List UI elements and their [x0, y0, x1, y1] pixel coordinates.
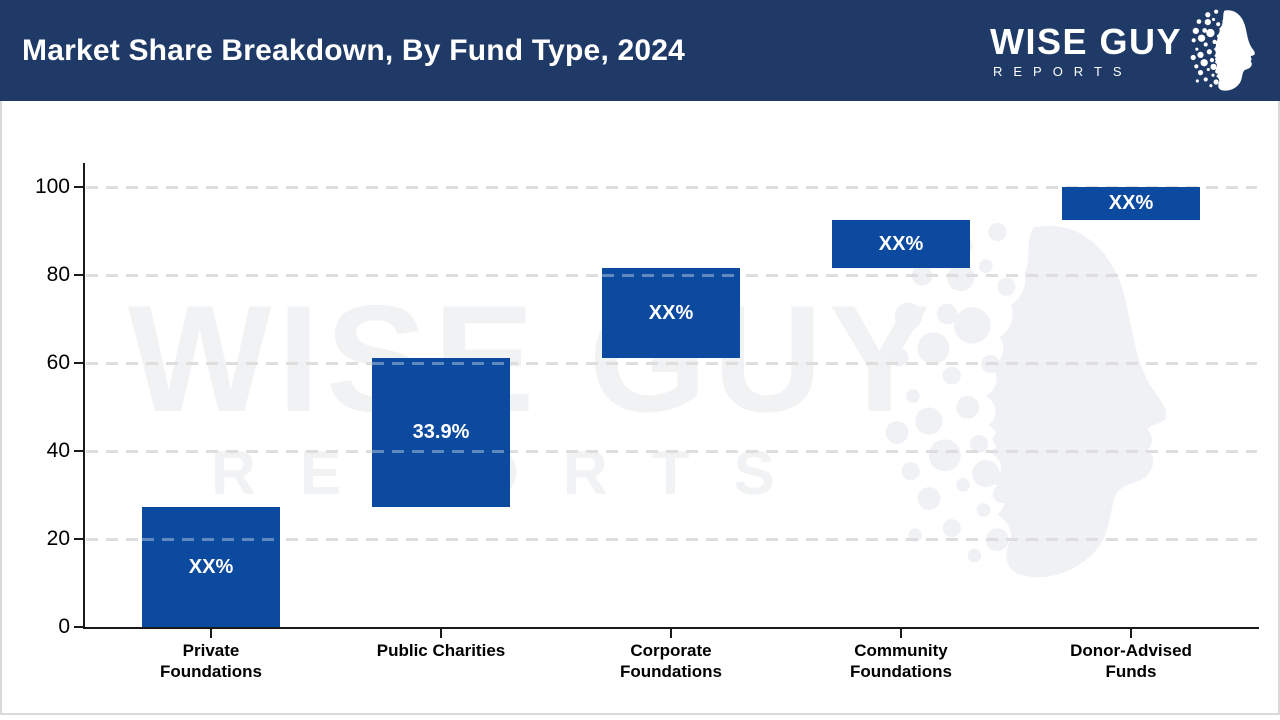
gridline-100: [86, 186, 1257, 189]
bar-donor-advised-funds: XX%: [1062, 187, 1200, 221]
y-tick-label-80: 80: [46, 263, 70, 286]
x-tick-3: [900, 629, 902, 638]
y-tick-40: [74, 450, 83, 452]
brand-logo: WISE GUY REPORTS: [990, 8, 1262, 94]
header-bar: Market Share Breakdown, By Fund Type, 20…: [0, 0, 1280, 101]
y-tick-label-0: 0: [58, 615, 70, 638]
y-tick-label-60: 60: [46, 351, 70, 374]
x-tick-2: [670, 629, 672, 638]
y-tick-20: [74, 538, 83, 540]
x-tick-4: [1130, 629, 1132, 638]
gridline-40: [86, 450, 1257, 453]
x-tick-0: [210, 629, 212, 638]
x-category-label: Private Foundations: [160, 641, 262, 681]
gridline-over-bar: [602, 273, 740, 277]
page-title: Market Share Breakdown, By Fund Type, 20…: [22, 33, 686, 67]
x-category-label: Public Charities: [376, 641, 506, 660]
bar-value-label: XX%: [878, 232, 924, 255]
brand-logo-text: WISE GUY REPORTS: [989, 20, 1182, 79]
bar-corporate-foundations: XX%: [602, 267, 740, 359]
bar-public-charities: 33.9%: [372, 358, 510, 508]
x-axis-line: [83, 627, 1259, 629]
head-profile-logo-icon: [1190, 9, 1255, 91]
y-tick-label-100: 100: [34, 175, 70, 198]
y-tick-100: [74, 186, 83, 188]
y-tick-60: [74, 362, 83, 364]
gridline-over-bar: [372, 361, 510, 365]
y-tick-80: [74, 274, 83, 276]
x-category-label: Community Foundations: [850, 641, 952, 681]
brand-subtitle: REPORTS: [992, 63, 1133, 79]
bar-value-label: 33.9%: [412, 421, 470, 444]
bar-value-label: XX%: [648, 301, 694, 324]
y-tick-label-20: 20: [46, 527, 70, 550]
bar-value-label: XX%: [188, 555, 234, 578]
x-category-label: Corporate Foundations: [620, 641, 722, 681]
bar-private-foundations: XX%: [142, 507, 280, 627]
watermark-text: WISE GUY: [128, 274, 937, 444]
gridline-60: [86, 362, 1257, 365]
gridline-over-bar: [372, 449, 510, 453]
y-axis-line: [83, 163, 85, 629]
gridline-over-bar: [142, 537, 280, 541]
x-category-label: Donor-Advised Funds: [1070, 641, 1192, 681]
gridline-20: [86, 538, 1257, 541]
brand-name: WISE GUY: [989, 20, 1182, 62]
y-tick-0: [74, 626, 83, 628]
y-tick-label-40: 40: [46, 439, 70, 462]
bar-value-label: XX%: [1108, 192, 1154, 215]
x-tick-1: [440, 629, 442, 638]
bar-community-foundations: XX%: [832, 220, 970, 268]
